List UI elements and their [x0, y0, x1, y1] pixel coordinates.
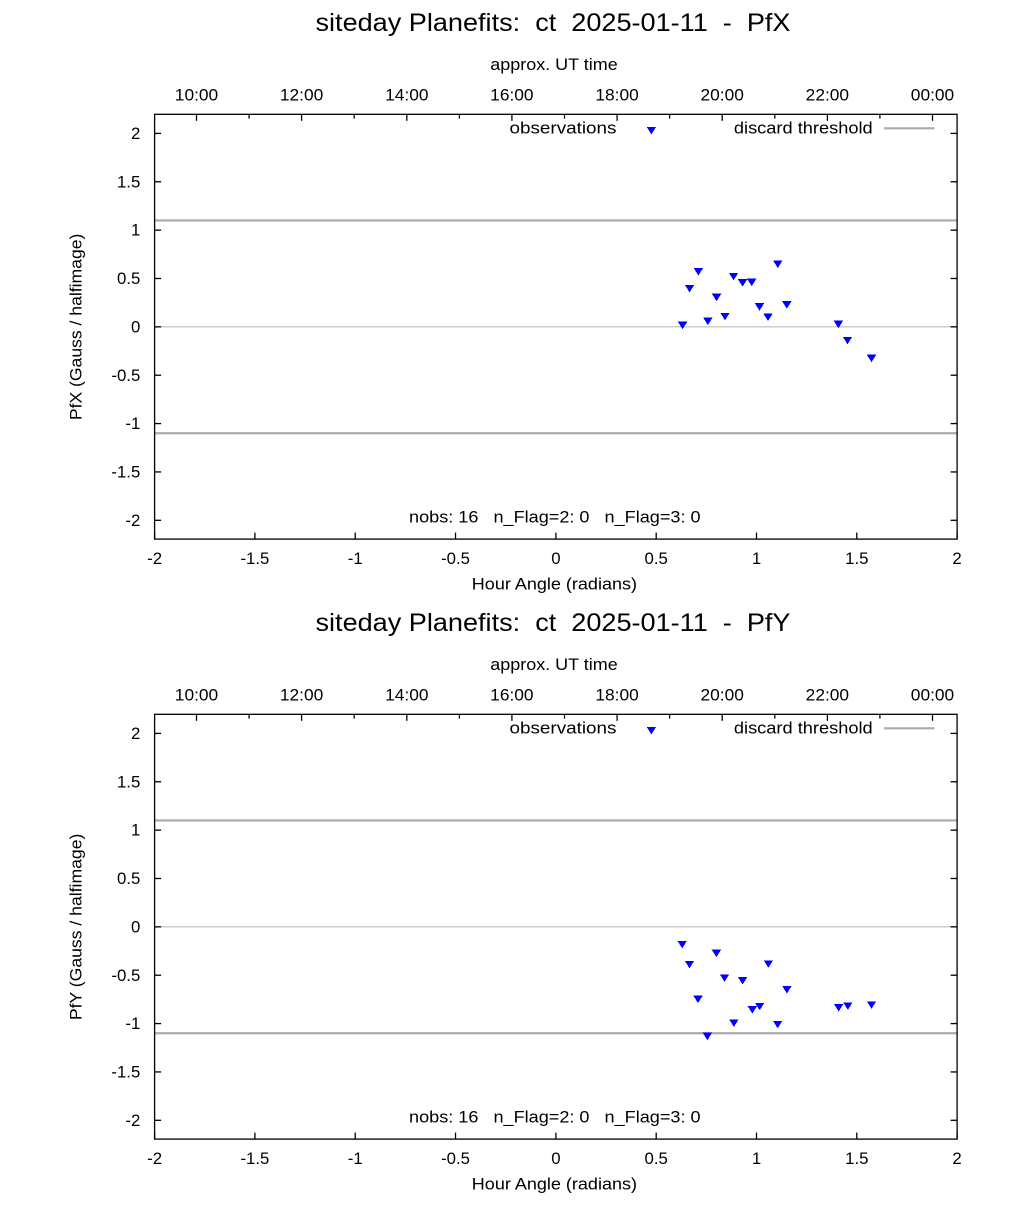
svg-text:0.5: 0.5 [645, 1149, 668, 1168]
svg-text:approx. UT time: approx. UT time [490, 656, 618, 674]
svg-text:2: 2 [131, 724, 140, 743]
svg-text:1: 1 [752, 549, 761, 568]
svg-text:1: 1 [131, 221, 140, 240]
svg-text:-1: -1 [348, 1149, 363, 1168]
svg-text:discard threshold: discard threshold [734, 719, 873, 737]
svg-text:Hour Angle (radians): Hour Angle (radians) [472, 576, 637, 594]
svg-text:-0.5: -0.5 [111, 366, 140, 385]
svg-text:12:00: 12:00 [280, 86, 323, 105]
svg-text:1.5: 1.5 [117, 172, 140, 191]
svg-text:22:00: 22:00 [806, 686, 849, 705]
svg-text:14:00: 14:00 [385, 86, 428, 105]
svg-text:siteday Planefits: ct 2025-0: siteday Planefits: ct 2025-01-11 - PfY [316, 610, 791, 637]
svg-text:observations: observations [510, 119, 617, 137]
svg-text:-0.5: -0.5 [441, 549, 470, 568]
svg-text:nobs: 16 n_Flag=2: 0 n_Fla: nobs: 16 n_Flag=2: 0 n_Flag=3: 0 [409, 509, 701, 527]
svg-text:18:00: 18:00 [595, 686, 638, 705]
svg-text:0: 0 [551, 1149, 560, 1168]
svg-text:observations: observations [510, 719, 617, 737]
svg-text:0.5: 0.5 [645, 549, 668, 568]
svg-text:-2: -2 [125, 1111, 140, 1130]
svg-text:-2: -2 [125, 511, 140, 530]
svg-text:-0.5: -0.5 [441, 1149, 470, 1168]
svg-text:PfY (Gauss / halfimage): PfY (Gauss / halfimage) [68, 834, 86, 1021]
svg-text:0: 0 [131, 317, 140, 336]
svg-text:1: 1 [752, 1149, 761, 1168]
svg-text:-1: -1 [125, 1014, 140, 1033]
svg-text:1.5: 1.5 [117, 772, 140, 791]
svg-text:22:00: 22:00 [806, 86, 849, 105]
svg-text:00:00: 00:00 [911, 86, 954, 105]
svg-text:approx. UT time: approx. UT time [490, 56, 618, 74]
svg-text:18:00: 18:00 [595, 86, 638, 105]
svg-text:00:00: 00:00 [911, 686, 954, 705]
svg-text:10:00: 10:00 [175, 686, 218, 705]
svg-text:20:00: 20:00 [701, 686, 744, 705]
svg-text:10:00: 10:00 [175, 86, 218, 105]
svg-text:-0.5: -0.5 [111, 966, 140, 985]
svg-text:-1: -1 [348, 549, 363, 568]
svg-text:-1.5: -1.5 [240, 1149, 269, 1168]
svg-text:discard threshold: discard threshold [734, 119, 873, 137]
svg-text:PfX (Gauss / halfimage): PfX (Gauss / halfimage) [68, 234, 86, 420]
svg-text:2: 2 [952, 1149, 961, 1168]
svg-text:-2: -2 [147, 549, 162, 568]
svg-text:Hour Angle (radians): Hour Angle (radians) [472, 1176, 637, 1194]
svg-text:-2: -2 [147, 1149, 162, 1168]
svg-text:16:00: 16:00 [490, 686, 533, 705]
svg-text:20:00: 20:00 [701, 86, 744, 105]
svg-text:-1.5: -1.5 [240, 549, 269, 568]
svg-text:1: 1 [131, 821, 140, 840]
svg-text:16:00: 16:00 [490, 86, 533, 105]
svg-text:-1.5: -1.5 [111, 463, 140, 482]
svg-text:nobs: 16 n_Flag=2: 0 n_Fla: nobs: 16 n_Flag=2: 0 n_Flag=3: 0 [409, 1109, 701, 1127]
svg-text:-1: -1 [125, 414, 140, 433]
svg-text:1.5: 1.5 [845, 1149, 868, 1168]
svg-text:0: 0 [551, 549, 560, 568]
svg-text:1.5: 1.5 [845, 549, 868, 568]
svg-text:2: 2 [952, 549, 961, 568]
svg-text:2: 2 [131, 124, 140, 143]
svg-text:14:00: 14:00 [385, 686, 428, 705]
svg-text:12:00: 12:00 [280, 686, 323, 705]
svg-text:0.5: 0.5 [117, 869, 140, 888]
svg-text:0: 0 [131, 917, 140, 936]
svg-text:siteday Planefits: ct 2025-0: siteday Planefits: ct 2025-01-11 - PfX [316, 10, 791, 37]
svg-text:-1.5: -1.5 [111, 1063, 140, 1082]
svg-text:0.5: 0.5 [117, 269, 140, 288]
